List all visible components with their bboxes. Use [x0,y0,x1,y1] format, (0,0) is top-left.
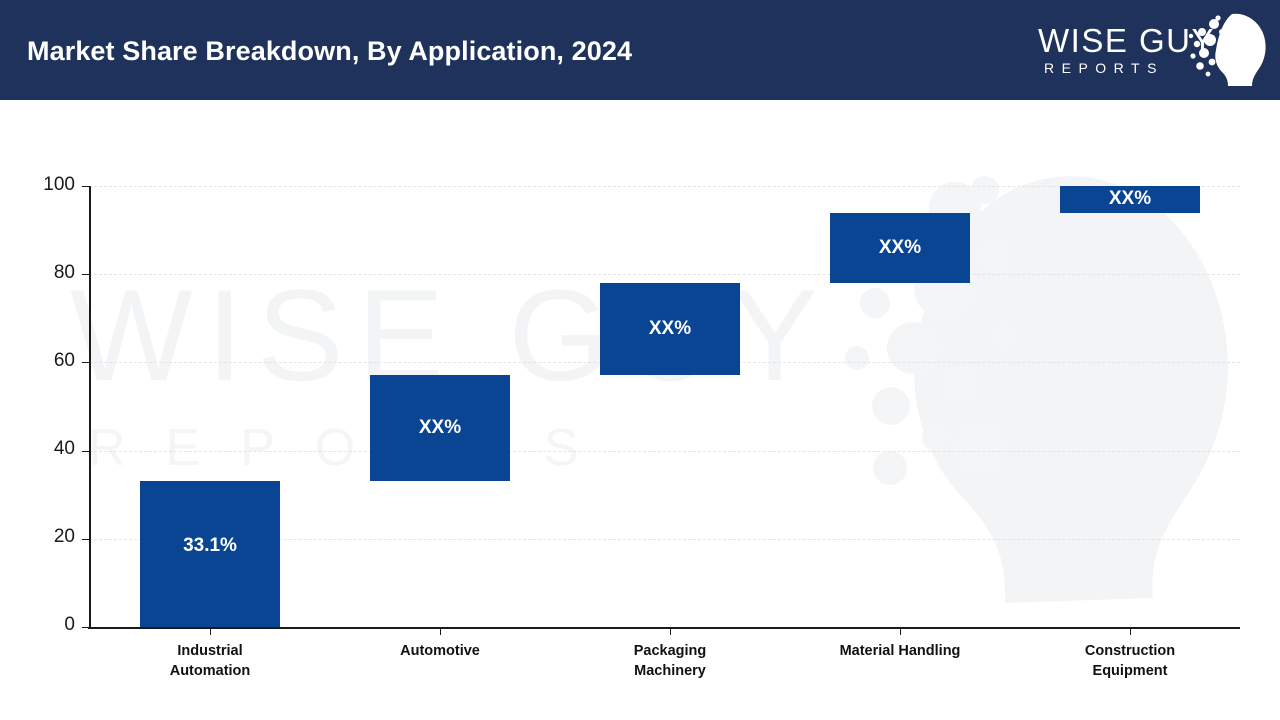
y-tick-mark-40 [82,450,89,452]
gridline-100 [89,186,1240,187]
y-tick-mark-60 [82,362,89,364]
bar-label-construction-equipment: XX% [1108,188,1152,210]
y-tick-label-80: 80 [53,262,75,283]
plot-area: 100 80 60 40 20 0 33.1% XX% XX% XX% [43,174,1240,713]
bar-label-industrial-automation: 33.1% [183,535,237,556]
bar-label-automotive: XX% [418,417,462,439]
gridline-80 [89,274,1240,276]
head-profile-icon [1188,13,1266,87]
y-tick-mark-80 [82,274,89,276]
x-axis-label-construction-equipment: Construction Equipment [1084,643,1176,679]
wise-guy-reports-logo: WISE GUY REPORTS [1024,8,1274,92]
x-axis-label-packaging-machinery: Packaging Machinery [633,643,707,679]
y-axis-line [89,186,91,627]
y-tick-label-40: 40 [53,438,75,459]
y-tick-mark-0 [82,627,89,628]
y-tick-mark-100 [82,186,89,187]
y-tick-label-0: 0 [64,614,75,635]
bar-label-packaging-machinery: XX% [648,318,692,340]
logo-secondary-text: REPORTS [1044,60,1164,76]
bar-automotive[interactable]: XX% [370,375,510,481]
y-tick-mark-20 [82,538,89,540]
x-tick-mark-0 [210,627,211,635]
gridline-40 [89,450,1240,452]
y-tick-label-20: 20 [53,526,75,547]
bar-material-handling[interactable]: XX% [830,212,970,283]
y-tick-label-60: 60 [53,350,75,371]
bar-label-material-handling: XX% [878,236,922,258]
chart-container: WISE GUY REPORTS [0,100,1280,720]
page-title: Market Share Breakdown, By Application, … [27,36,633,66]
x-axis-label-industrial-automation: Industrial Automation [169,643,251,679]
x-tick-mark-3 [900,627,901,635]
x-axis-label-automotive: Automotive [400,643,480,659]
bar-industrial-automation[interactable]: 33.1% [140,481,280,627]
page-header: Market Share Breakdown, By Application, … [0,0,1280,100]
x-tick-mark-2 [670,627,671,635]
x-tick-mark-4 [1130,627,1131,635]
gridline-20 [89,538,1240,540]
bar-construction-equipment[interactable]: XX% [1060,186,1200,213]
bar-packaging-machinery[interactable]: XX% [600,283,740,376]
x-axis-label-material-handling: Material Handling [839,643,961,659]
x-tick-mark-1 [440,627,441,635]
x-axis-line [88,627,1240,629]
y-tick-label-100: 100 [43,174,75,195]
logo-primary-text: WISE GUY [1038,22,1216,59]
